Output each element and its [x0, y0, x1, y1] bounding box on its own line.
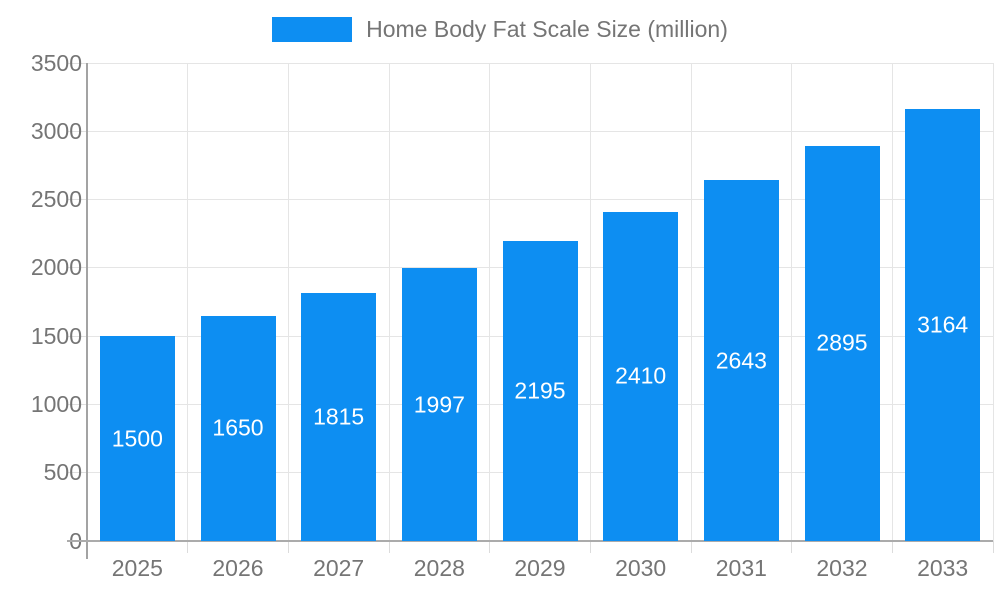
- gridline-horizontal: [87, 62, 993, 64]
- x-axis-tick: [690, 541, 692, 553]
- x-axis-tick-label: 2025: [111, 555, 163, 581]
- bar: 3164: [905, 108, 981, 541]
- y-axis-tick-label: 1500: [30, 322, 82, 349]
- bar-value-label: 1997: [413, 391, 465, 418]
- x-axis-tick-label: 2031: [715, 555, 767, 581]
- y-axis-tick: [68, 267, 87, 269]
- y-axis-tick: [68, 335, 87, 337]
- gridline-vertical: [992, 63, 994, 541]
- x-axis-tick-label: 2033: [917, 555, 969, 581]
- gridline-horizontal: [87, 130, 993, 132]
- bar-value-label: 3164: [917, 311, 969, 338]
- x-axis-tick-label: 2030: [615, 555, 667, 581]
- x-axis-tick: [287, 541, 289, 553]
- legend: Home Body Fat Scale Size (million): [0, 16, 1000, 43]
- legend-swatch-icon: [272, 17, 353, 42]
- x-axis-tick: [992, 541, 994, 553]
- y-axis-tick-label: 3000: [30, 117, 82, 144]
- gridline-vertical: [791, 63, 793, 541]
- bar: 1650: [200, 315, 276, 541]
- y-axis-tick: [68, 62, 87, 64]
- y-axis-tick: [68, 403, 87, 405]
- gridline-horizontal: [87, 199, 993, 201]
- gridline-vertical: [287, 63, 289, 541]
- y-axis-tick-label: 2500: [30, 186, 82, 213]
- legend-label: Home Body Fat Scale Size (million): [366, 16, 728, 42]
- x-axis-tick-label: 2032: [816, 555, 868, 581]
- y-axis-tick: [68, 199, 87, 201]
- x-axis-tick: [388, 541, 390, 553]
- bar: 2410: [603, 211, 679, 541]
- bar-value-label: 1500: [111, 425, 163, 452]
- x-axis-tick-label: 2029: [514, 555, 566, 581]
- gridline-vertical: [891, 63, 893, 541]
- bar: 1815: [301, 293, 377, 541]
- bar: 1500: [99, 336, 175, 541]
- y-axis-tick: [68, 472, 87, 474]
- y-axis-tick-label: 500: [43, 459, 82, 486]
- plot-area: 0 500 1000 1500 2000 2500 3000 3500 1500 2025 1650…: [31, 51, 994, 581]
- bar: 2895: [804, 145, 880, 541]
- y-axis-line: [86, 63, 88, 559]
- x-axis-tick-label: 2026: [212, 555, 264, 581]
- bar-value-label: 1815: [313, 403, 365, 430]
- bar-value-label: 2410: [615, 362, 667, 389]
- x-axis-tick: [589, 541, 591, 553]
- x-axis-tick: [791, 541, 793, 553]
- gridline-vertical: [187, 63, 189, 541]
- x-axis-tick-label: 2028: [413, 555, 465, 581]
- x-axis-tick: [891, 541, 893, 553]
- bar: 2195: [502, 241, 578, 541]
- bar-value-label: 2895: [816, 329, 868, 356]
- gridline-vertical: [489, 63, 491, 541]
- bar-value-label: 1650: [212, 414, 264, 441]
- bar-value-label: 2195: [514, 377, 566, 404]
- y-axis-tick-label: 1000: [30, 390, 82, 417]
- bar: 2643: [703, 180, 779, 541]
- gridline-vertical: [589, 63, 591, 541]
- gridline-vertical: [388, 63, 390, 541]
- x-axis-line: [67, 540, 993, 542]
- bar: 1997: [401, 268, 477, 541]
- y-axis-tick: [68, 130, 87, 132]
- x-axis-tick: [489, 541, 491, 553]
- y-axis-tick-label: 2000: [30, 254, 82, 281]
- x-axis-tick: [187, 541, 189, 553]
- gridline-vertical: [690, 63, 692, 541]
- bar-value-label: 2643: [715, 347, 767, 374]
- y-axis-tick-label: 3500: [30, 49, 82, 76]
- x-axis-tick-label: 2027: [313, 555, 365, 581]
